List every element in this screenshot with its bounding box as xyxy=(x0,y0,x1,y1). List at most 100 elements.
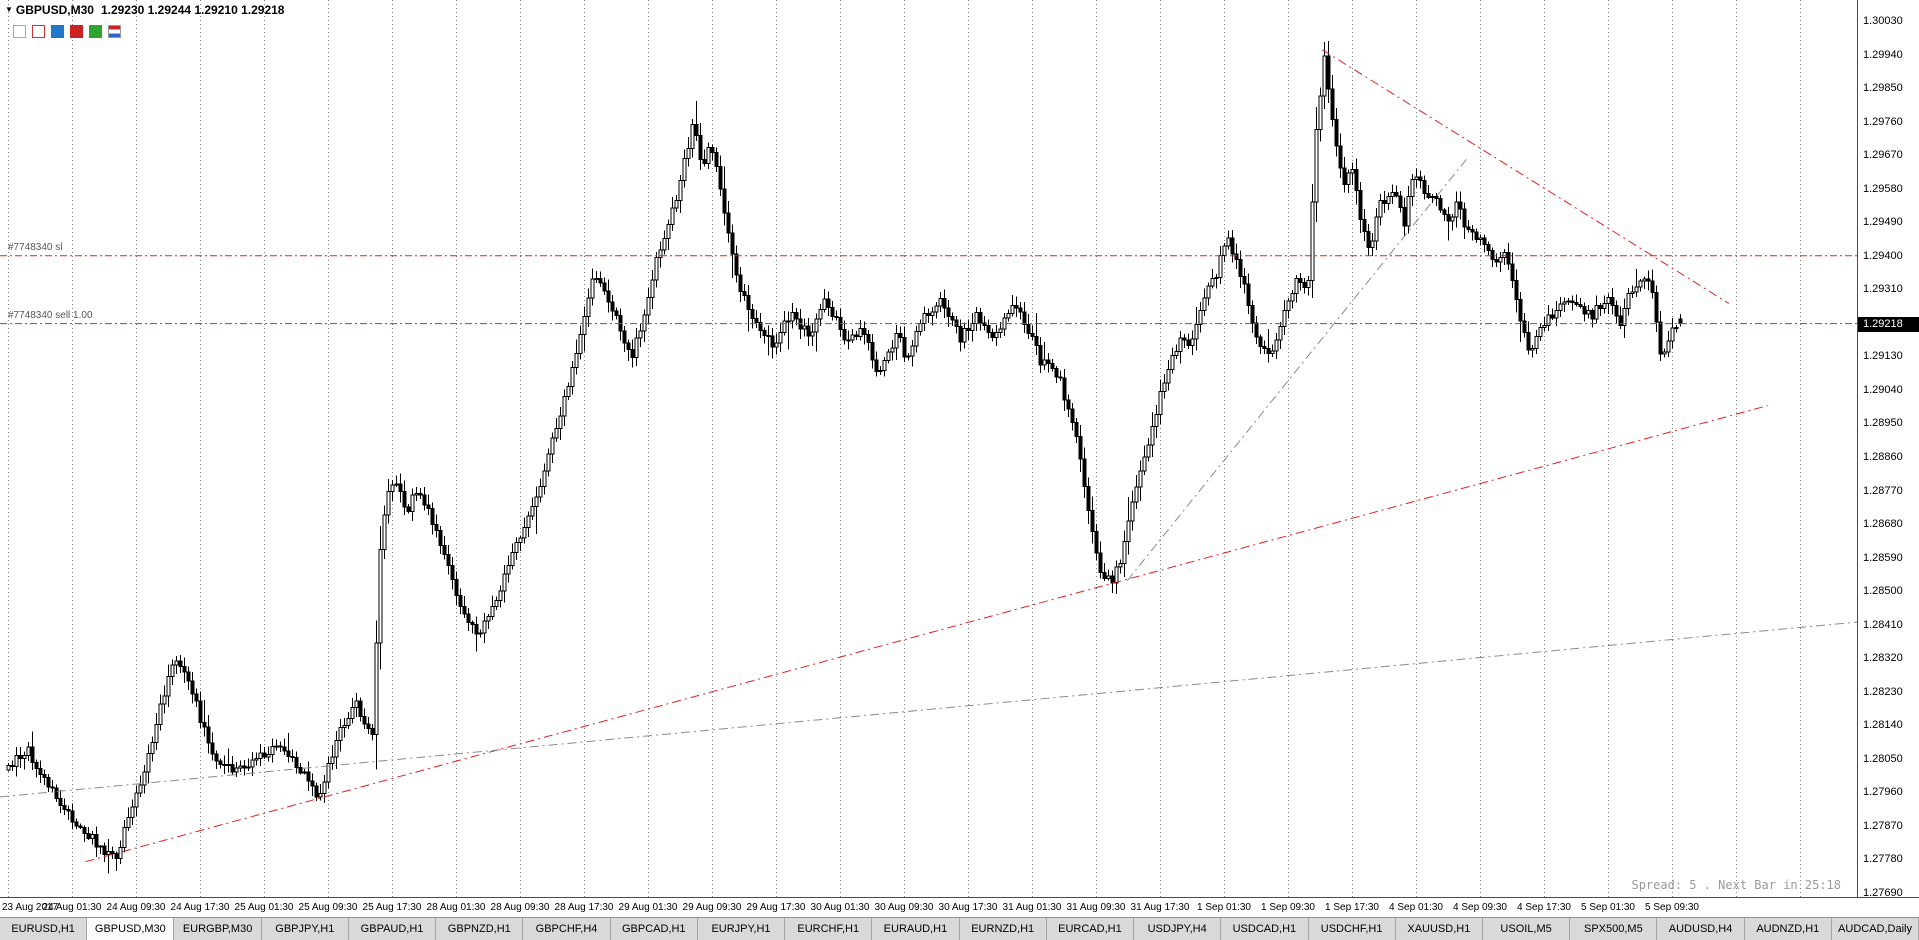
price-axis-label: 1.28590 xyxy=(1863,551,1903,564)
time-axis-label: 4 Sep 09:30 xyxy=(1453,902,1507,913)
price-axis-label: 1.28500 xyxy=(1863,585,1903,598)
tab-eurgbp-m30[interactable]: EURGBP,M30 xyxy=(174,918,262,940)
chart-region[interactable]: ▼ GBPUSD,M30 1.29230 1.29244 1.29210 1.292… xyxy=(0,0,1857,897)
price-axis-label: 1.29400 xyxy=(1863,249,1903,262)
spread-next-bar-indicator: Spread: 5 . Next Bar in 25:18 xyxy=(1631,878,1841,892)
tab-spx500-m5[interactable]: SPX500,M5 xyxy=(1570,918,1658,940)
order-line-label: #7748340 sell 1.00 xyxy=(8,309,93,321)
price-axis-label: 1.27870 xyxy=(1863,819,1903,832)
time-axis-label: 24 Aug 01:30 xyxy=(42,902,102,913)
tab-xauusd-h1[interactable]: XAUUSD,H1 xyxy=(1395,918,1483,940)
current-price-badge: 1.29218 xyxy=(1858,316,1919,332)
time-axis-label: 28 Aug 01:30 xyxy=(426,902,486,913)
tab-gbpaud-h1[interactable]: GBPAUD,H1 xyxy=(348,918,437,940)
time-axis-label: 5 Sep 09:30 xyxy=(1645,902,1699,913)
tab-usdcad-h1[interactable]: USDCAD,H1 xyxy=(1221,918,1309,940)
tab-gbpnzd-h1[interactable]: GBPNZD,H1 xyxy=(436,918,524,940)
object-button-3-icon[interactable] xyxy=(51,25,64,38)
tab-eurcad-h1[interactable]: EURCAD,H1 xyxy=(1046,918,1135,940)
tab-gbpusd-m30[interactable]: GBPUSD,M30 xyxy=(87,918,175,940)
price-axis-label: 1.28950 xyxy=(1863,417,1903,430)
price-axis-label: 1.29670 xyxy=(1863,149,1903,162)
time-axis-label: 31 Aug 17:30 xyxy=(1130,902,1190,913)
chart-object-buttons xyxy=(13,25,121,38)
time-axis-label: 28 Aug 17:30 xyxy=(554,902,614,913)
tab-gbpcad-h1[interactable]: GBPCAD,H1 xyxy=(610,918,698,940)
object-button-4-icon[interactable] xyxy=(70,25,83,38)
time-axis-label: 1 Sep 17:30 xyxy=(1325,902,1379,913)
time-axis-label: 23 Aug 2017 xyxy=(2,902,59,913)
time-axis-label: 1 Sep 01:30 xyxy=(1197,902,1251,913)
object-button-5-icon[interactable] xyxy=(89,25,102,38)
ascending-support-trendline[interactable] xyxy=(85,405,1768,863)
price-axis-label: 1.28320 xyxy=(1863,652,1903,665)
time-axis-label: 24 Aug 17:30 xyxy=(170,902,230,913)
tab-eurnzd-h1[interactable]: EURNZD,H1 xyxy=(959,918,1047,940)
object-button-6-icon[interactable] xyxy=(108,25,121,38)
time-axis-label: 25 Aug 09:30 xyxy=(298,902,358,913)
tab-eurjpy-h1[interactable]: EURJPY,H1 xyxy=(697,918,786,940)
time-axis-label: 25 Aug 01:30 xyxy=(234,902,294,913)
price-axis-label: 1.27780 xyxy=(1863,853,1903,866)
tab-gbpchf-h4[interactable]: GBPCHF,H4 xyxy=(523,918,611,940)
chart-tab-bar: EURUSD,H1 GBPUSD,M30 EURGBP,M30 GBPJPY,H1 GB… xyxy=(0,917,1919,940)
chart-symbol-timeframe: GBPUSD,M30 xyxy=(15,3,94,17)
tab-audcad-daily[interactable]: AUDCAD,Daily xyxy=(1831,918,1919,940)
price-axis-label: 1.28860 xyxy=(1863,451,1903,463)
price-axis-label: 1.29760 xyxy=(1863,115,1903,128)
tab-eurusd-h1[interactable]: EURUSD,H1 xyxy=(0,918,88,940)
tab-euraud-h1[interactable]: EURAUD,H1 xyxy=(872,918,960,940)
time-axis-label: 30 Aug 09:30 xyxy=(874,902,934,913)
price-axis-label: 1.29580 xyxy=(1863,182,1903,195)
price-axis[interactable]: 1.29218 1.30030 1.29940 1.29850 1.29760 1.29… xyxy=(1857,0,1919,899)
time-axis-label: 5 Sep 01:30 xyxy=(1581,902,1635,913)
time-axis-label: 29 Aug 09:30 xyxy=(682,902,742,913)
time-axis-label: 28 Aug 09:30 xyxy=(490,902,550,913)
time-axis-label: 4 Sep 17:30 xyxy=(1517,902,1571,913)
tab-audnzd-h1[interactable]: AUDNZD,H1 xyxy=(1744,918,1832,940)
chart-collapse-triangle-icon[interactable]: ▼ xyxy=(5,5,13,14)
price-axis-label: 1.28230 xyxy=(1863,685,1903,698)
price-axis-label: 1.28050 xyxy=(1863,752,1903,765)
tab-audusd-h4[interactable]: AUDUSD,H4 xyxy=(1657,918,1745,940)
tab-gbpjpy-h1[interactable]: GBPJPY,H1 xyxy=(261,918,349,940)
price-axis-label: 1.28140 xyxy=(1863,719,1903,732)
time-axis-label: 24 Aug 09:30 xyxy=(106,902,166,913)
price-axis-label: 1.29040 xyxy=(1863,383,1903,396)
descending-resistance-trendline[interactable] xyxy=(1321,49,1730,304)
time-axis-label: 30 Aug 01:30 xyxy=(810,902,870,913)
object-button-1-icon[interactable] xyxy=(13,25,26,38)
price-axis-label: 1.29850 xyxy=(1863,82,1903,95)
time-axis-label: 31 Aug 09:30 xyxy=(1066,902,1126,913)
tab-usoil-m5[interactable]: USOIL,M5 xyxy=(1482,918,1571,940)
time-axis-label: 29 Aug 01:30 xyxy=(618,902,678,913)
price-axis-label: 1.28410 xyxy=(1863,618,1903,631)
object-button-2-icon[interactable] xyxy=(32,25,45,38)
tab-eurchf-h1[interactable]: EURCHF,H1 xyxy=(785,918,873,940)
tab-usdchf-h1[interactable]: USDCHF,H1 xyxy=(1308,918,1396,940)
time-axis-label: 29 Aug 17:30 xyxy=(746,902,806,913)
price-axis-label: 1.27960 xyxy=(1863,786,1903,799)
gray-long-trendline[interactable] xyxy=(0,621,1857,798)
time-axis-label: 1 Sep 09:30 xyxy=(1261,902,1315,913)
time-axis-label: 25 Aug 17:30 xyxy=(362,902,422,913)
chart-title: ▼ GBPUSD,M30 1.29230 1.29244 1.29210 1.292… xyxy=(5,3,284,17)
price-axis-label: 1.30030 xyxy=(1863,15,1903,27)
price-axis-label: 1.28770 xyxy=(1863,484,1903,497)
chart-ohlc-values: 1.29230 1.29244 1.29210 1.29218 xyxy=(100,3,285,17)
price-axis-label: 1.29310 xyxy=(1863,283,1903,296)
price-axis-label: 1.29130 xyxy=(1863,350,1903,363)
time-axis-label: 30 Aug 17:30 xyxy=(938,902,998,913)
price-axis-label: 1.27690 xyxy=(1863,887,1903,899)
price-axis-label: 1.28680 xyxy=(1863,518,1903,531)
tab-usdjpy-h4[interactable]: USDJPY,H4 xyxy=(1134,918,1222,940)
time-axis-label: 4 Sep 01:30 xyxy=(1389,902,1443,913)
price-axis-label: 1.29940 xyxy=(1863,48,1903,61)
time-axis-label: 31 Aug 01:30 xyxy=(1002,902,1062,913)
gray-steep-trendline[interactable] xyxy=(1126,158,1468,582)
price-axis-label: 1.29490 xyxy=(1863,216,1903,229)
candlestick-chart[interactable] xyxy=(0,0,1857,897)
order-line-label: #7748340 sl xyxy=(8,241,63,253)
time-axis[interactable]: 23 Aug 2017 24 Aug 01:30 24 Aug 09:30 24 Au… xyxy=(0,897,1919,917)
